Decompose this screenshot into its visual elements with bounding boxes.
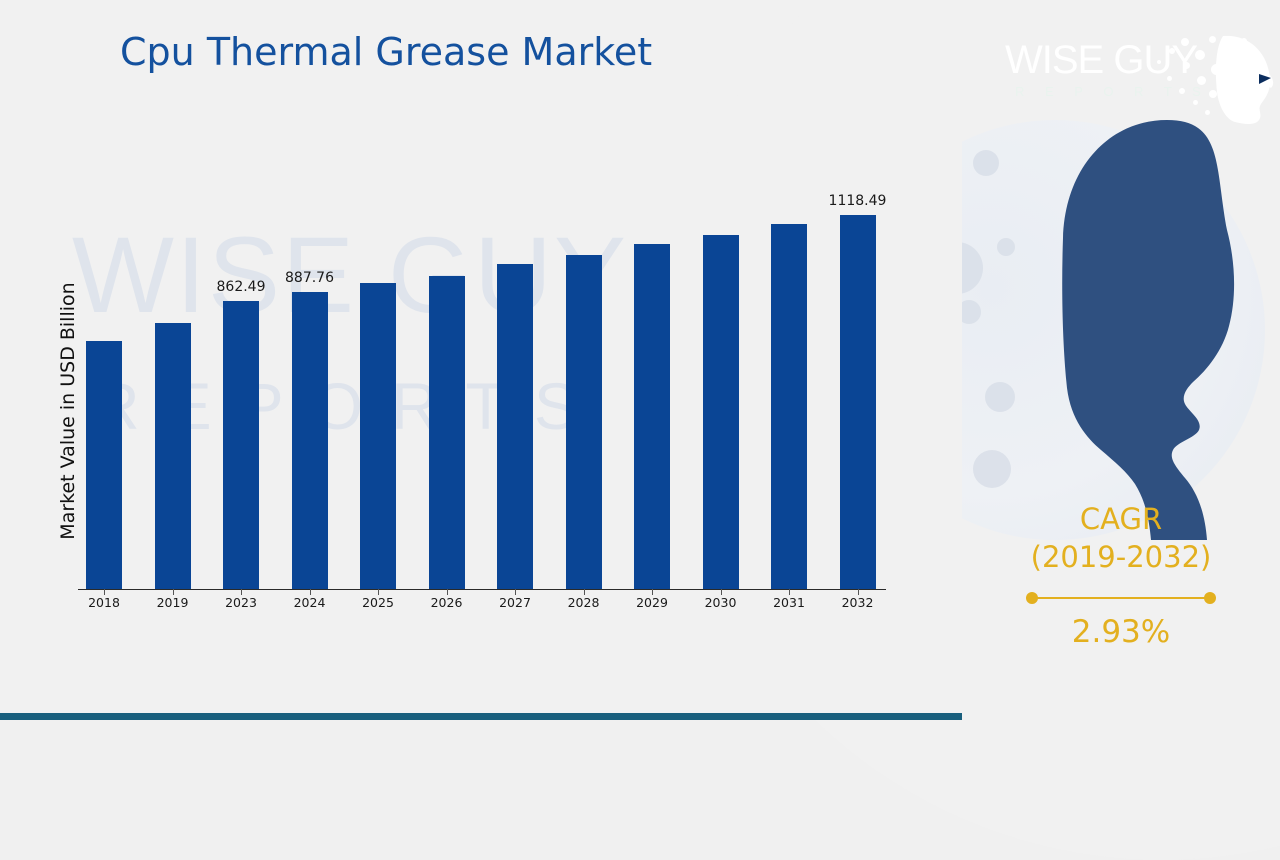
bar-2019 (154, 323, 191, 589)
bar-2027 (497, 264, 533, 589)
cagr-value: 2.93% (1071, 614, 1171, 650)
bar-2025 (360, 283, 396, 589)
cagr-divider (1026, 592, 1216, 604)
bar-2028 (565, 255, 602, 589)
bottom-accent-bar (0, 713, 962, 720)
bar-2026 (428, 276, 465, 589)
bar-value-label-2024: 887.76 (285, 270, 334, 286)
bar-2023 (223, 301, 259, 589)
x-tick-2018 (104, 589, 105, 595)
cagr-label: CAGR (1079, 502, 1163, 536)
x-tick-2019 (172, 589, 174, 595)
x-axis-tick-label: 2031 (773, 595, 805, 610)
head-profile-silhouette-icon (1062, 120, 1235, 540)
x-tick-2026 (446, 589, 448, 595)
x-tick-2030 (720, 589, 722, 595)
x-axis-tick-label: 2019 (156, 595, 189, 610)
x-tick-2029 (652, 589, 653, 595)
y-axis-label: Market Value in USD Billion (57, 282, 79, 540)
cagr-period: (2019-2032) (1030, 540, 1212, 574)
x-axis-tick-label: 2024 (293, 595, 326, 610)
x-axis-tick-label: 2030 (704, 595, 737, 610)
x-tick-2032 (857, 589, 859, 595)
bar-2032 (839, 215, 876, 589)
logo-subtitle: R E P O R T S (1015, 84, 1210, 99)
divider-dot-right (1204, 592, 1216, 604)
bar-2018 (86, 341, 122, 589)
x-tick-2023 (241, 589, 242, 595)
x-axis-tick-label: 2029 (636, 595, 668, 610)
page-title: Cpu Thermal Grease Market (120, 30, 653, 74)
x-tick-2027 (515, 589, 516, 595)
bar-value-label-2032: 1118.49 (828, 193, 887, 209)
bar-2029 (634, 244, 670, 589)
x-tick-2025 (378, 589, 379, 595)
bar-value-label-2023: 862.49 (216, 279, 266, 295)
bar-2024 (291, 292, 328, 589)
x-axis-line (78, 589, 886, 590)
x-axis-tick-label: 2026 (430, 595, 463, 610)
x-axis-tick-label: 2028 (567, 595, 600, 610)
brand-panel (962, 0, 1280, 720)
x-axis-tick-label: 2023 (225, 595, 257, 610)
bar-chart: Market Value in USD Billion 2018 2019 2023… (57, 193, 887, 610)
brand-logo: WISE GUY R E P O R T S (1005, 35, 1274, 124)
x-axis-tick-label: 2025 (362, 595, 394, 610)
x-axis-tick-label: 2027 (499, 595, 531, 610)
divider-line (1032, 597, 1210, 599)
logo-wordmark: WISE GUY (1005, 38, 1198, 82)
bar-2030 (702, 235, 739, 589)
x-tick-2028 (583, 589, 585, 595)
cagr-block: CAGR (2019-2032) 2.93% (962, 500, 1280, 650)
x-axis-tick-label: 2032 (841, 595, 874, 610)
x-axis-tick-label: 2018 (88, 595, 120, 610)
x-tick-2024 (309, 589, 311, 595)
bar-2031 (771, 224, 807, 589)
x-tick-2031 (789, 589, 790, 595)
logo-head-icon (1215, 35, 1274, 124)
